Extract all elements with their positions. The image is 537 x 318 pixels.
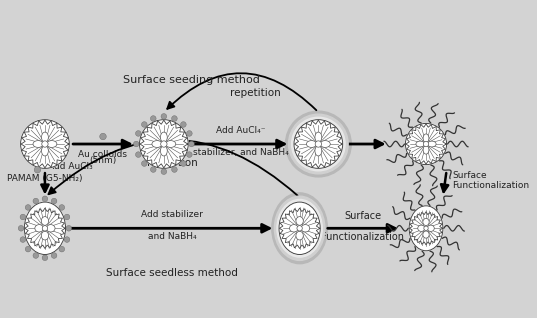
Circle shape <box>18 225 24 231</box>
Circle shape <box>42 225 48 231</box>
Text: Surface: Surface <box>344 211 381 221</box>
Ellipse shape <box>46 225 55 232</box>
Circle shape <box>64 214 70 220</box>
Ellipse shape <box>320 141 330 148</box>
Circle shape <box>25 204 31 210</box>
Circle shape <box>161 141 167 147</box>
Ellipse shape <box>307 141 317 148</box>
Circle shape <box>42 255 48 260</box>
Ellipse shape <box>41 146 48 156</box>
Circle shape <box>161 169 166 175</box>
Ellipse shape <box>418 225 425 232</box>
Ellipse shape <box>277 199 322 257</box>
Text: repetition: repetition <box>147 158 198 168</box>
Circle shape <box>66 225 71 231</box>
Circle shape <box>33 198 39 204</box>
Text: Surface seeding method: Surface seeding method <box>122 75 259 85</box>
Circle shape <box>135 131 141 136</box>
Text: Au colloids: Au colloids <box>78 150 127 159</box>
Ellipse shape <box>409 206 443 251</box>
Circle shape <box>42 196 48 202</box>
Circle shape <box>161 114 166 119</box>
Ellipse shape <box>289 225 298 232</box>
Ellipse shape <box>315 132 322 142</box>
Text: Surface seedless method: Surface seedless method <box>106 268 238 278</box>
Text: Add AuCl₄⁻: Add AuCl₄⁻ <box>216 126 265 135</box>
Ellipse shape <box>161 132 167 142</box>
Ellipse shape <box>286 111 351 177</box>
Ellipse shape <box>405 123 447 165</box>
Ellipse shape <box>41 132 48 142</box>
Circle shape <box>186 131 192 136</box>
Circle shape <box>100 133 106 140</box>
Circle shape <box>172 167 177 172</box>
Circle shape <box>51 253 57 258</box>
Text: (5nm): (5nm) <box>89 156 117 165</box>
Circle shape <box>180 122 186 127</box>
Ellipse shape <box>161 146 167 156</box>
Text: Add stabilizer: Add stabilizer <box>141 210 203 219</box>
Circle shape <box>424 226 428 231</box>
Ellipse shape <box>41 231 49 240</box>
Ellipse shape <box>279 202 320 254</box>
Text: Add AuCl₃: Add AuCl₃ <box>48 162 92 171</box>
Ellipse shape <box>296 231 303 240</box>
Circle shape <box>423 141 429 147</box>
Text: and NaBH₄: and NaBH₄ <box>148 232 196 241</box>
Ellipse shape <box>140 120 188 168</box>
Text: repetition: repetition <box>230 88 280 99</box>
Circle shape <box>64 237 70 242</box>
Circle shape <box>34 167 41 173</box>
Ellipse shape <box>47 141 57 148</box>
Circle shape <box>186 152 192 157</box>
Text: PAMAM (G5-NH₂): PAMAM (G5-NH₂) <box>7 174 83 183</box>
Circle shape <box>133 141 139 147</box>
Ellipse shape <box>427 225 434 232</box>
Ellipse shape <box>20 120 69 168</box>
Circle shape <box>172 116 177 121</box>
Ellipse shape <box>296 217 303 225</box>
Circle shape <box>297 225 302 231</box>
Circle shape <box>180 161 186 166</box>
Circle shape <box>42 141 48 147</box>
Ellipse shape <box>427 141 436 147</box>
Circle shape <box>51 198 57 204</box>
Circle shape <box>25 246 31 252</box>
Ellipse shape <box>423 134 429 142</box>
Circle shape <box>150 116 156 121</box>
Circle shape <box>142 122 147 127</box>
Circle shape <box>135 152 141 157</box>
Ellipse shape <box>272 193 328 264</box>
Ellipse shape <box>423 231 429 238</box>
Ellipse shape <box>301 225 310 232</box>
Text: stabilizer, and NaBH₄: stabilizer, and NaBH₄ <box>193 148 288 157</box>
Text: Surface
Functionalization: Surface Functionalization <box>452 171 529 190</box>
Ellipse shape <box>41 217 49 225</box>
Circle shape <box>20 214 26 220</box>
Ellipse shape <box>274 196 325 260</box>
Circle shape <box>59 246 64 252</box>
Circle shape <box>20 237 26 242</box>
Ellipse shape <box>165 141 176 148</box>
Ellipse shape <box>35 225 43 232</box>
Ellipse shape <box>294 120 343 168</box>
Ellipse shape <box>33 141 43 148</box>
Circle shape <box>33 253 39 258</box>
Text: Functionalization: Functionalization <box>321 232 404 242</box>
Ellipse shape <box>152 141 162 148</box>
Ellipse shape <box>423 145 429 154</box>
Ellipse shape <box>292 117 345 171</box>
Ellipse shape <box>24 202 66 254</box>
Ellipse shape <box>423 218 429 225</box>
Circle shape <box>142 161 147 166</box>
Ellipse shape <box>315 146 322 156</box>
Circle shape <box>315 141 322 147</box>
Circle shape <box>59 204 64 210</box>
Circle shape <box>150 167 156 172</box>
Circle shape <box>188 141 194 147</box>
Ellipse shape <box>416 141 425 147</box>
Ellipse shape <box>288 114 348 174</box>
